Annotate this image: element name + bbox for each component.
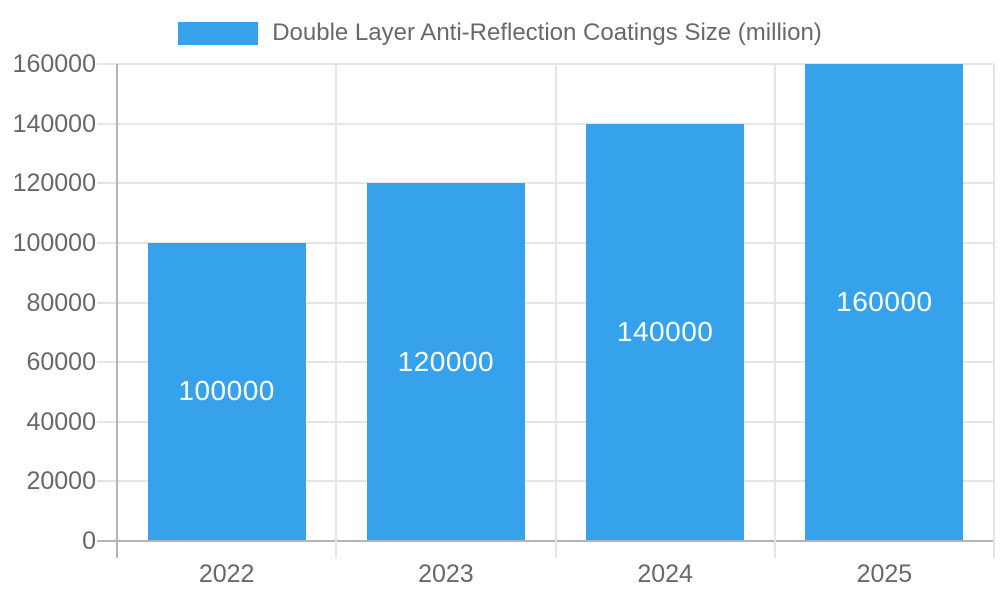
y-tick-label: 140000 bbox=[12, 109, 96, 138]
gridline-vertical bbox=[554, 64, 557, 558]
bar-2024[interactable]: 140000 bbox=[586, 123, 745, 540]
bar-value-label: 100000 bbox=[178, 375, 275, 407]
gridline-vertical bbox=[993, 64, 995, 558]
y-tick-label: 40000 bbox=[26, 407, 96, 436]
gridline-horizontal bbox=[97, 480, 994, 483]
y-tick-label: 120000 bbox=[12, 169, 96, 198]
y-tick-label: 100000 bbox=[12, 228, 96, 257]
bar-value-label: 120000 bbox=[397, 345, 495, 377]
bar-2025[interactable]: 160000 bbox=[805, 64, 964, 540]
gridline-horizontal bbox=[97, 301, 994, 304]
gridline-horizontal bbox=[97, 420, 994, 423]
y-axis-line bbox=[116, 64, 118, 558]
gridline-horizontal bbox=[97, 63, 994, 65]
gridline-vertical bbox=[773, 64, 776, 558]
x-tick-label-2022: 2022 bbox=[198, 560, 255, 588]
legend-swatch-icon bbox=[178, 21, 259, 45]
bar-2022[interactable]: 100000 bbox=[147, 242, 306, 540]
y-tick-label: 0 bbox=[82, 527, 96, 555]
y-tick-label: 160000 bbox=[12, 50, 96, 78]
x-axis-line bbox=[97, 540, 994, 542]
x-tick-label-2025: 2025 bbox=[856, 560, 913, 588]
legend-label: Double Layer Anti-Reflection Coatings Si… bbox=[272, 19, 822, 46]
y-tick-label: 60000 bbox=[26, 348, 96, 377]
bar-2023[interactable]: 120000 bbox=[366, 183, 525, 540]
bar-value-label: 140000 bbox=[616, 315, 714, 347]
y-tick-label: 80000 bbox=[26, 288, 96, 317]
gridline-horizontal bbox=[97, 241, 994, 244]
gridline-vertical bbox=[335, 64, 338, 558]
legend-item[interactable]: Double Layer Anti-Reflection Coatings Si… bbox=[0, 19, 1000, 46]
x-tick-label-2024: 2024 bbox=[637, 560, 693, 588]
gridline-horizontal bbox=[97, 182, 994, 185]
gridline-horizontal bbox=[97, 122, 994, 125]
y-tick-label: 20000 bbox=[26, 467, 96, 496]
x-tick-label-2023: 2023 bbox=[418, 560, 474, 588]
bar-value-label: 160000 bbox=[836, 286, 933, 317]
gridline-horizontal bbox=[97, 361, 994, 364]
